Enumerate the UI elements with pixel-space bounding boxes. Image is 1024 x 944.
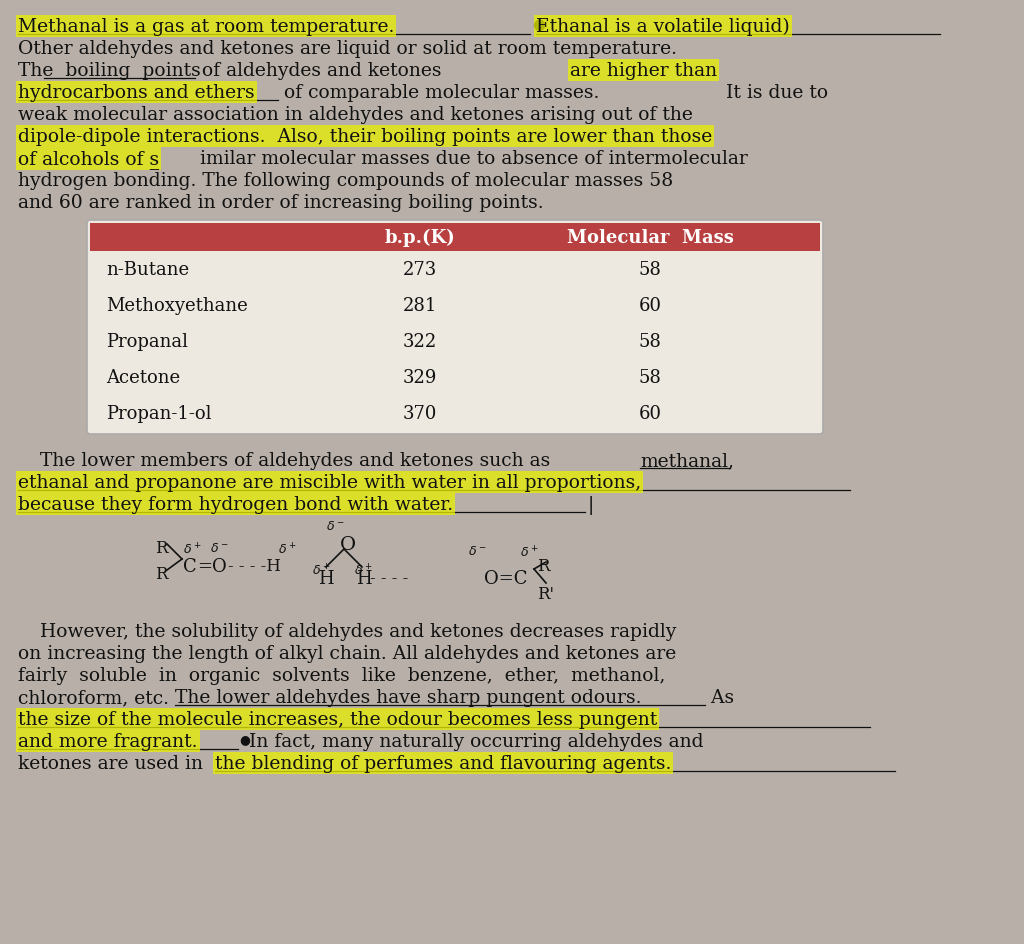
Text: ethanal and propanone are miscible with water in all proportions,: ethanal and propanone are miscible with …	[18, 474, 641, 492]
Text: The lower members of aldehydes and ketones such as: The lower members of aldehydes and keton…	[40, 451, 556, 469]
Text: Acetone: Acetone	[106, 368, 180, 387]
Text: In fact, many naturally occurring aldehydes and: In fact, many naturally occurring aldehy…	[243, 733, 703, 750]
Bar	[90, 224, 820, 252]
Text: Ethanal is a volatile liquid): Ethanal is a volatile liquid)	[536, 18, 790, 36]
Text: Methanal is a gas at room temperature.: Methanal is a gas at room temperature.	[18, 18, 394, 36]
Text: the size of the molecule increases, the odour becomes less pungent: the size of the molecule increases, the …	[18, 710, 657, 728]
Text: dipole-dipole interactions.  Also, their boiling points are lower than those: dipole-dipole interactions. Also, their …	[18, 127, 713, 145]
Text: - - - -: - - - -	[370, 569, 409, 586]
Text: of aldehydes and ketones: of aldehydes and ketones	[196, 62, 447, 80]
Text: O=C: O=C	[484, 569, 527, 587]
Text: O: O	[340, 535, 356, 553]
Text: Methoxyethane: Methoxyethane	[106, 296, 248, 314]
Text: 58: 58	[639, 261, 662, 278]
Text: ketones are used in: ketones are used in	[18, 754, 209, 772]
Text: n-Butane: n-Butane	[106, 261, 189, 278]
Text: As: As	[705, 688, 734, 706]
Text: H: H	[356, 569, 372, 587]
Text: and more fragrant.: and more fragrant.	[18, 733, 198, 750]
Text: imilar molecular masses due to absence of intermolecular: imilar molecular masses due to absence o…	[200, 150, 748, 168]
Text: $\delta^-$: $\delta^-$	[468, 545, 486, 557]
Text: ●: ●	[239, 733, 250, 745]
Text: - - - -H: - - - -H	[228, 557, 281, 574]
Text: $\delta^+$: $\delta^+$	[183, 542, 202, 557]
Text: 281: 281	[402, 296, 437, 314]
Text: Propan-1-ol: Propan-1-ol	[106, 405, 212, 423]
Text: b.p.(K): b.p.(K)	[385, 228, 456, 247]
Text: R': R'	[537, 585, 554, 602]
Text: R: R	[155, 539, 168, 556]
Text: 329: 329	[402, 368, 437, 387]
FancyBboxPatch shape	[87, 221, 823, 434]
Text: $\delta^+$: $\delta^+$	[278, 542, 297, 557]
Text: C: C	[183, 557, 197, 576]
Text: Other aldehydes and ketones are liquid or solid at room temperature.: Other aldehydes and ketones are liquid o…	[18, 40, 677, 58]
Text: on increasing the length of alkyl chain. All aldehydes and ketones are: on increasing the length of alkyl chain.…	[18, 645, 676, 663]
Text: The lower aldehydes have sharp pungent odours.: The lower aldehydes have sharp pungent o…	[175, 688, 641, 706]
Text: 370: 370	[402, 405, 437, 423]
Text: $\delta^+$: $\delta^+$	[354, 563, 373, 578]
Text: 58: 58	[639, 332, 662, 350]
Text: chloroform, etc.: chloroform, etc.	[18, 688, 175, 706]
Text: 60: 60	[639, 296, 662, 314]
Text: 60: 60	[639, 405, 662, 423]
Text: fairly  soluble  in  organic  solvents  like  benzene,  ether,  methanol,: fairly soluble in organic solvents like …	[18, 666, 666, 684]
Text: hydrocarbons and ethers: hydrocarbons and ethers	[18, 84, 255, 102]
Text: are higher than: are higher than	[570, 62, 717, 80]
Text: =O: =O	[197, 557, 226, 576]
Text: $\delta^-$: $\delta^-$	[210, 542, 228, 554]
Text: hydrogen bonding. The following compounds of molecular masses 58: hydrogen bonding. The following compound…	[18, 172, 673, 190]
Text: because they form hydrogen bond with water.: because they form hydrogen bond with wat…	[18, 496, 454, 514]
Text: $\delta^-$: $\delta^-$	[326, 519, 345, 532]
Text: $\delta^+$: $\delta^+$	[312, 563, 331, 578]
Text: Propanal: Propanal	[106, 332, 188, 350]
Text: 322: 322	[402, 332, 437, 350]
Text: However, the solubility of aldehydes and ketones decreases rapidly: However, the solubility of aldehydes and…	[40, 622, 677, 640]
Text: 58: 58	[639, 368, 662, 387]
Text: |: |	[588, 496, 594, 514]
Text: R: R	[155, 565, 168, 582]
Text: methanal,: methanal,	[640, 451, 734, 469]
Text: Molecular  Mass: Molecular Mass	[566, 228, 733, 246]
Text: the blending of perfumes and flavouring agents.: the blending of perfumes and flavouring …	[215, 754, 672, 772]
Text: R: R	[537, 557, 550, 574]
Text: and 60 are ranked in order of increasing boiling points.: and 60 are ranked in order of increasing…	[18, 194, 544, 211]
Text: of comparable molecular masses.: of comparable molecular masses.	[278, 84, 599, 102]
Text: weak molecular association in aldehydes and ketones arising out of the: weak molecular association in aldehydes …	[18, 106, 693, 124]
Text: of alcohols of s̲: of alcohols of s̲	[18, 150, 159, 169]
Text: The  boiling  points: The boiling points	[18, 62, 201, 80]
Text: It is due to: It is due to	[720, 84, 828, 102]
Text: H: H	[318, 569, 334, 587]
Text: $\delta^+$: $\delta^+$	[520, 545, 539, 560]
Text: ●: ●	[532, 18, 545, 32]
Text: 273: 273	[402, 261, 437, 278]
